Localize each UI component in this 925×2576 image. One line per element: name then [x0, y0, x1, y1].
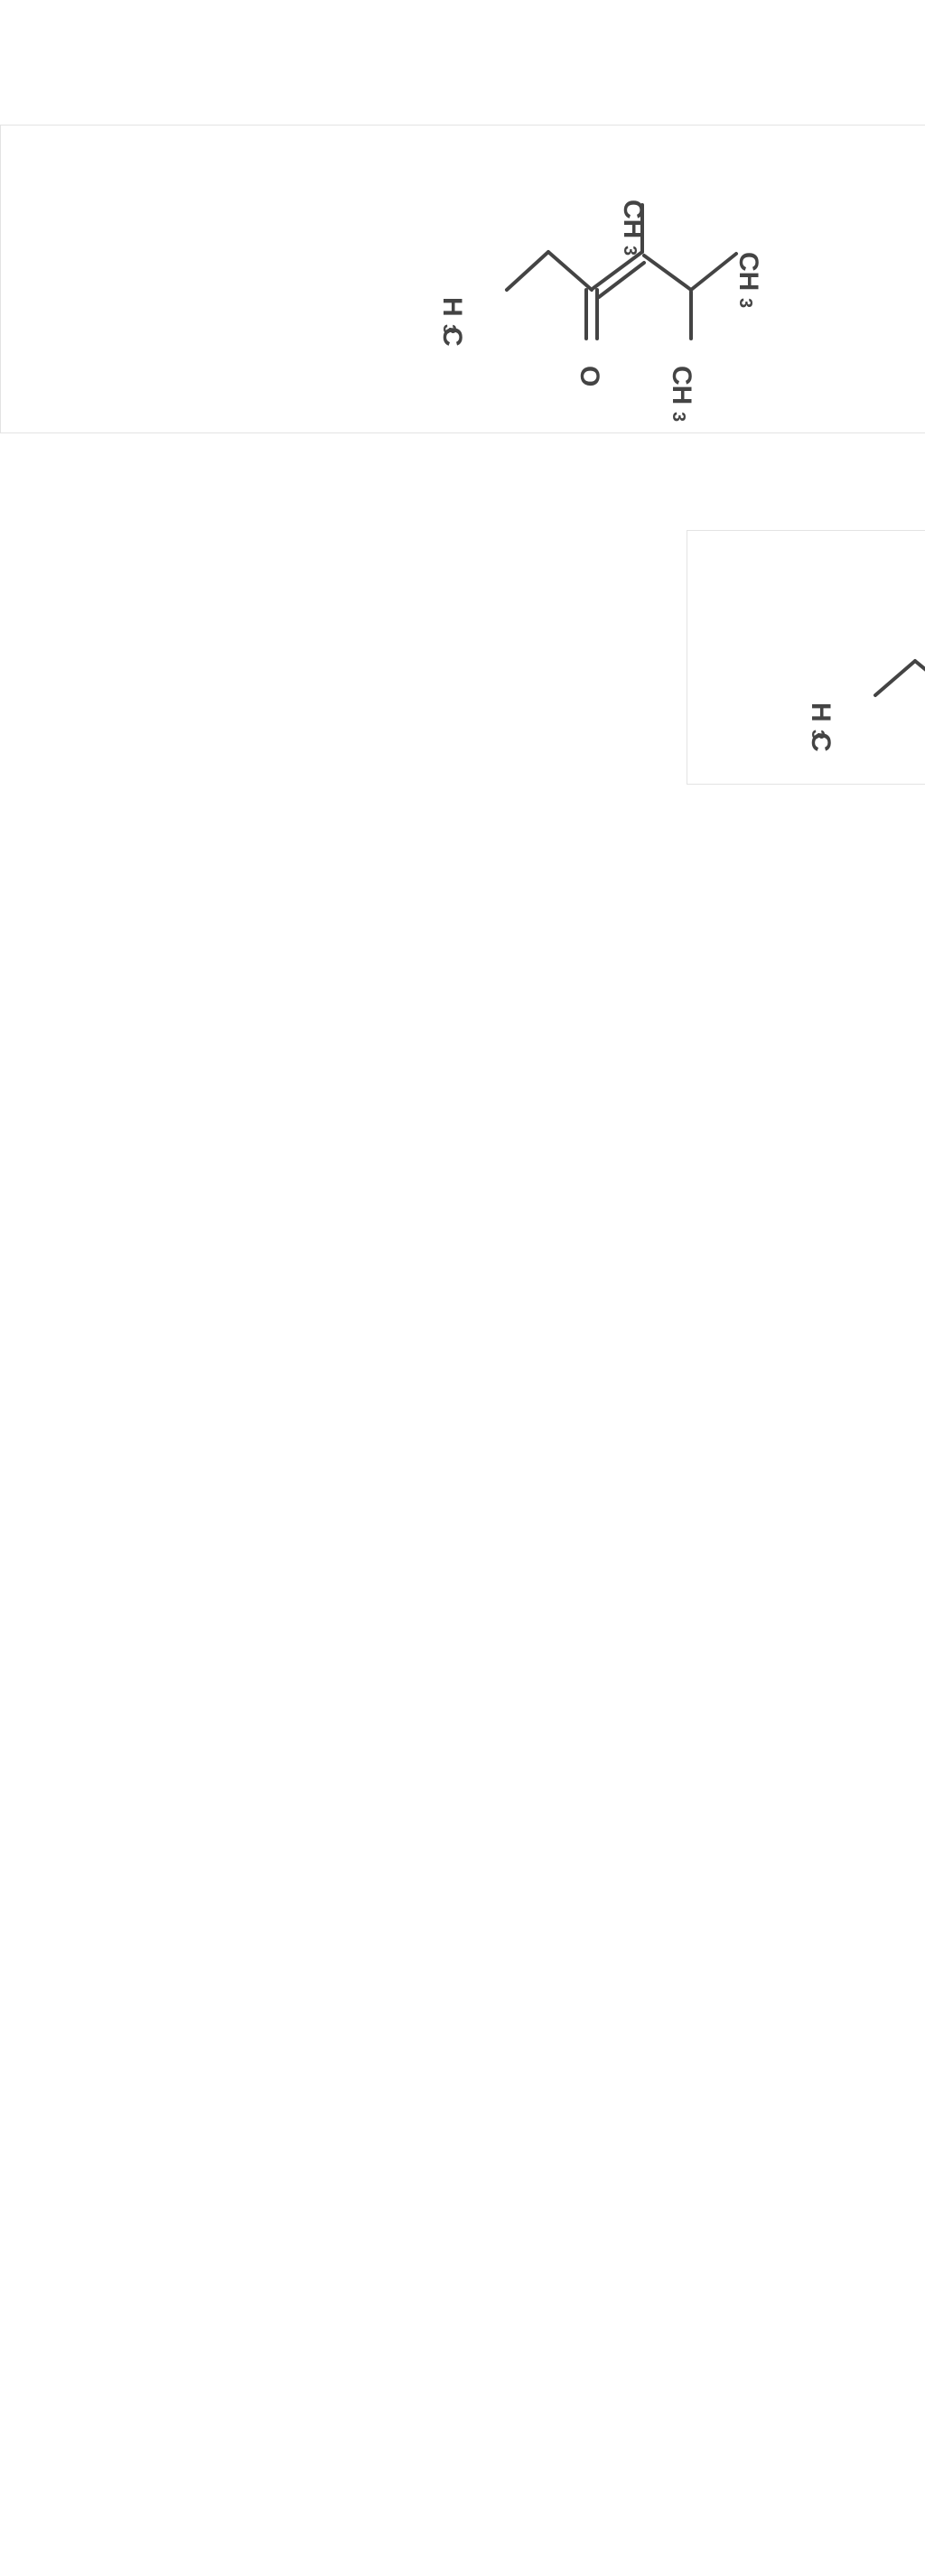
bond [180, 171, 225, 198]
thumbs-up-icon [121, 321, 146, 347]
top-rule [853, 27, 855, 2549]
atom-ch3: CH3 [603, 695, 633, 751]
bond [480, 632, 534, 668]
option-2-number[interactable]: 2. [654, 433, 790, 530]
subtopic-value: Name Reaction | [120, 103, 147, 274]
subtopic: btopic: Name Reaction | [120, 27, 147, 274]
footer-row: btopic: Name Reaction | 52% From NCERT N… [95, 27, 173, 2549]
question-prefix: : [821, 27, 853, 34]
question-row: : Which one of the following is not form… [821, 27, 853, 2533]
atom-ch3: CH3 [224, 174, 254, 230]
page-root: : Which one of the following is not form… [0, 0, 925, 2576]
bond [180, 203, 216, 256]
percent-value: 52% [120, 356, 147, 400]
atom-o: O [199, 333, 229, 354]
bond [438, 630, 478, 668]
exam-tag: NEET - 2022 [97, 644, 171, 800]
from-ncert-chip[interactable]: From NCERT [95, 447, 173, 609]
percent-chip[interactable]: 52% [97, 309, 171, 413]
subtopic-label: btopic: [120, 27, 147, 99]
option-1-number[interactable]: 1. [654, 28, 790, 125]
atom-h3c: H3C [369, 675, 398, 724]
option-2-structure: H3C O CH3 CH3 [238, 530, 790, 785]
bond [220, 230, 276, 254]
atom-h3c: H3C [11, 198, 41, 246]
bond [588, 636, 637, 666]
atom-ch3: CH3 [273, 234, 303, 290]
options-table: 1. H3C CH3 CH3 [212, 27, 790, 2549]
question-text: Which one of the following is not formed… [821, 40, 853, 1626]
molecule-2-svg: H3C O CH3 CH3 [369, 567, 659, 748]
atom-o: O [461, 580, 491, 600]
